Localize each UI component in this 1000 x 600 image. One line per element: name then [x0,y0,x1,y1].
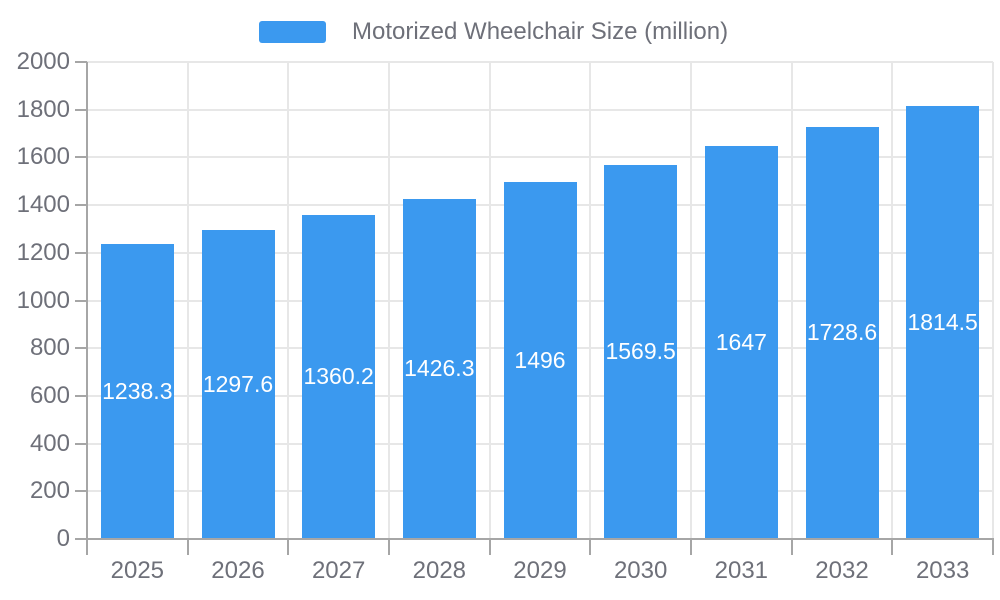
legend-swatch[interactable] [259,21,326,43]
y-axis-label: 800 [29,334,70,362]
bar-2028[interactable]: 1426.3 [402,198,476,539]
y-axis-label: 1600 [16,143,70,171]
x-axis-label: 2033 [915,557,970,584]
x-axis-tick [488,539,491,555]
bar-2029[interactable]: 1496 [503,182,577,539]
y-axis-label: 1000 [16,286,70,314]
y-axis-tick [75,251,87,254]
y-axis-label: 1400 [16,191,70,219]
bar-value-label: 1814.5 [907,309,978,336]
x-gridline [186,62,189,539]
bar-2032[interactable]: 1728.6 [805,126,879,539]
x-gridline [589,62,592,539]
y-axis-tick [75,394,87,397]
x-axis-label: 2032 [815,557,869,584]
bar-value-label: 1360.2 [303,363,374,390]
x-axis-tick [992,539,994,555]
bar-value-label: 1569.5 [605,338,676,365]
x-axis-tick [287,539,290,555]
x-axis-tick [790,539,793,555]
bar-value-label: 1426.3 [404,355,475,382]
bar-value-label: 1728.6 [806,319,878,346]
x-axis-label: 2026 [211,557,265,584]
y-axis-label: 1200 [16,238,70,266]
y-axis-label: 1800 [16,95,70,123]
x-gridline [992,62,994,539]
y-axis-line [86,62,88,555]
x-gridline [790,62,793,539]
x-axis-label: 2030 [613,557,668,584]
x-gridline [488,62,491,539]
legend-label: Motorized Wheelchair Size (million) [352,18,729,45]
y-axis-label: 2000 [16,48,70,75]
x-axis-tick [388,539,390,555]
y-axis-label: 200 [29,477,70,505]
y-axis-label: 600 [29,381,70,409]
x-gridline [690,62,692,539]
x-axis-label: 2027 [311,557,366,584]
bar-2030[interactable]: 1569.5 [604,164,678,539]
y-gridline [87,156,993,159]
x-axis-label: 2025 [110,557,165,584]
bar-value-label: 1647 [715,329,767,356]
bar-2033[interactable]: 1814.5 [906,106,980,539]
x-axis-label: 2029 [513,557,567,584]
y-axis-tick [75,108,87,111]
x-axis-label: 2028 [412,557,467,584]
y-axis-tick [75,299,87,302]
y-axis-tick [75,61,87,63]
y-axis-tick [75,347,87,350]
y-gridline [87,61,993,63]
bar-value-label: 1496 [514,347,566,374]
bar-2026[interactable]: 1297.6 [201,229,275,539]
y-axis-tick [75,538,87,540]
x-axis-tick [186,539,189,555]
legend[interactable]: Motorized Wheelchair Size (million) [259,17,728,47]
x-axis-tick [589,539,592,555]
y-axis-label: 0 [56,525,70,552]
x-axis-line [86,538,994,540]
bar-2027[interactable]: 1360.2 [302,214,376,539]
bar-2031[interactable]: 1647 [704,146,778,539]
y-axis-tick [75,204,87,207]
x-gridline [287,62,290,539]
y-axis-label: 400 [29,429,70,457]
x-axis-tick [86,539,88,555]
y-axis-tick [75,490,87,493]
x-axis-label: 2031 [714,557,769,584]
x-gridline [388,62,390,539]
x-axis-tick [891,539,894,555]
bar-value-label: 1297.6 [202,370,274,397]
bar-value-label: 1238.3 [102,377,173,404]
x-gridline [891,62,894,539]
y-axis-tick [75,442,87,445]
x-axis-tick [690,539,692,555]
y-axis-tick [75,156,87,159]
y-gridline [87,108,993,111]
bar-2025[interactable]: 1238.3 [100,243,174,539]
